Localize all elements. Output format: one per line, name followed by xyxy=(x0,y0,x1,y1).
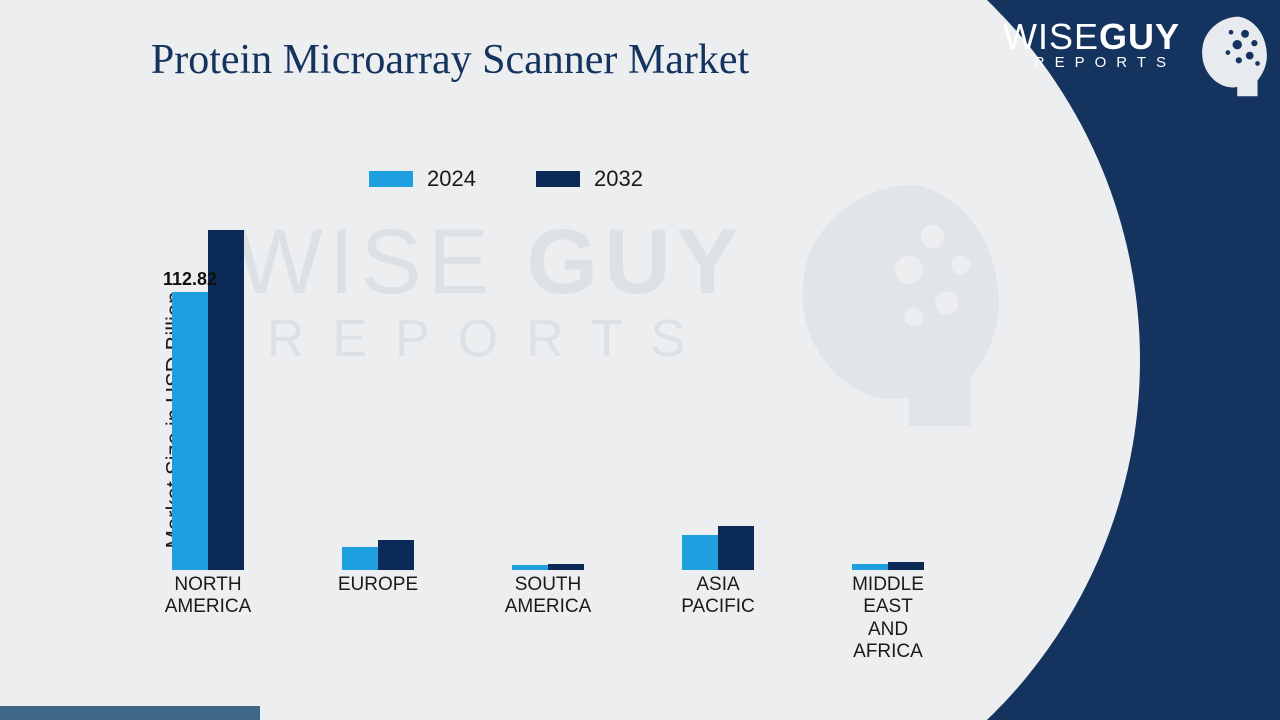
bar-2024 xyxy=(682,535,718,570)
bar-pair xyxy=(512,564,584,570)
category-label: MIDDLEEASTANDAFRICA xyxy=(823,574,953,664)
accent-bar xyxy=(0,706,260,720)
legend-swatch-2024 xyxy=(369,171,413,187)
bar-2032 xyxy=(718,526,754,570)
legend-label-2032: 2032 xyxy=(594,166,643,192)
legend: 2024 2032 xyxy=(106,166,906,192)
brand-head-icon xyxy=(1192,14,1270,102)
infographic-stage: WISEGUY REPORTS Protein Microarray Scann… xyxy=(0,0,1280,720)
brand-word-guy: GUY xyxy=(1099,16,1180,57)
bar-2032 xyxy=(378,540,414,570)
right-panel xyxy=(960,0,1280,720)
bar-2024 xyxy=(852,564,888,570)
brand-word-wise: WISE xyxy=(1003,16,1099,57)
page-title: Protein Microarray Scanner Market xyxy=(0,36,900,84)
bar-pair xyxy=(342,540,414,570)
bar-2024 xyxy=(512,565,548,570)
bar-2024 xyxy=(342,547,378,570)
category-label: EUROPE xyxy=(313,574,443,596)
bar-value-label: 112.82 xyxy=(130,269,250,292)
bar-2032 xyxy=(548,564,584,570)
bar-pair xyxy=(852,562,924,570)
bar-2032 xyxy=(888,562,924,570)
category-label: ASIAPACIFIC xyxy=(653,574,783,619)
chart-region: Market Size in USD Billion 2024 2032 112… xyxy=(50,160,930,680)
brand-line1: WISEGUY xyxy=(1003,16,1180,58)
legend-item-2024: 2024 xyxy=(369,166,476,192)
plot-area: 112.82 xyxy=(108,200,908,570)
bar-2024 xyxy=(172,292,208,570)
bar-pair: 112.82 xyxy=(172,230,244,570)
legend-swatch-2032 xyxy=(536,171,580,187)
brand-logo: WISEGUY REPORTS xyxy=(1003,16,1180,71)
bar-pair xyxy=(682,526,754,570)
category-label: SOUTHAMERICA xyxy=(483,574,613,619)
category-label: NORTHAMERICA xyxy=(143,574,273,619)
legend-item-2032: 2032 xyxy=(536,166,643,192)
legend-label-2024: 2024 xyxy=(427,166,476,192)
